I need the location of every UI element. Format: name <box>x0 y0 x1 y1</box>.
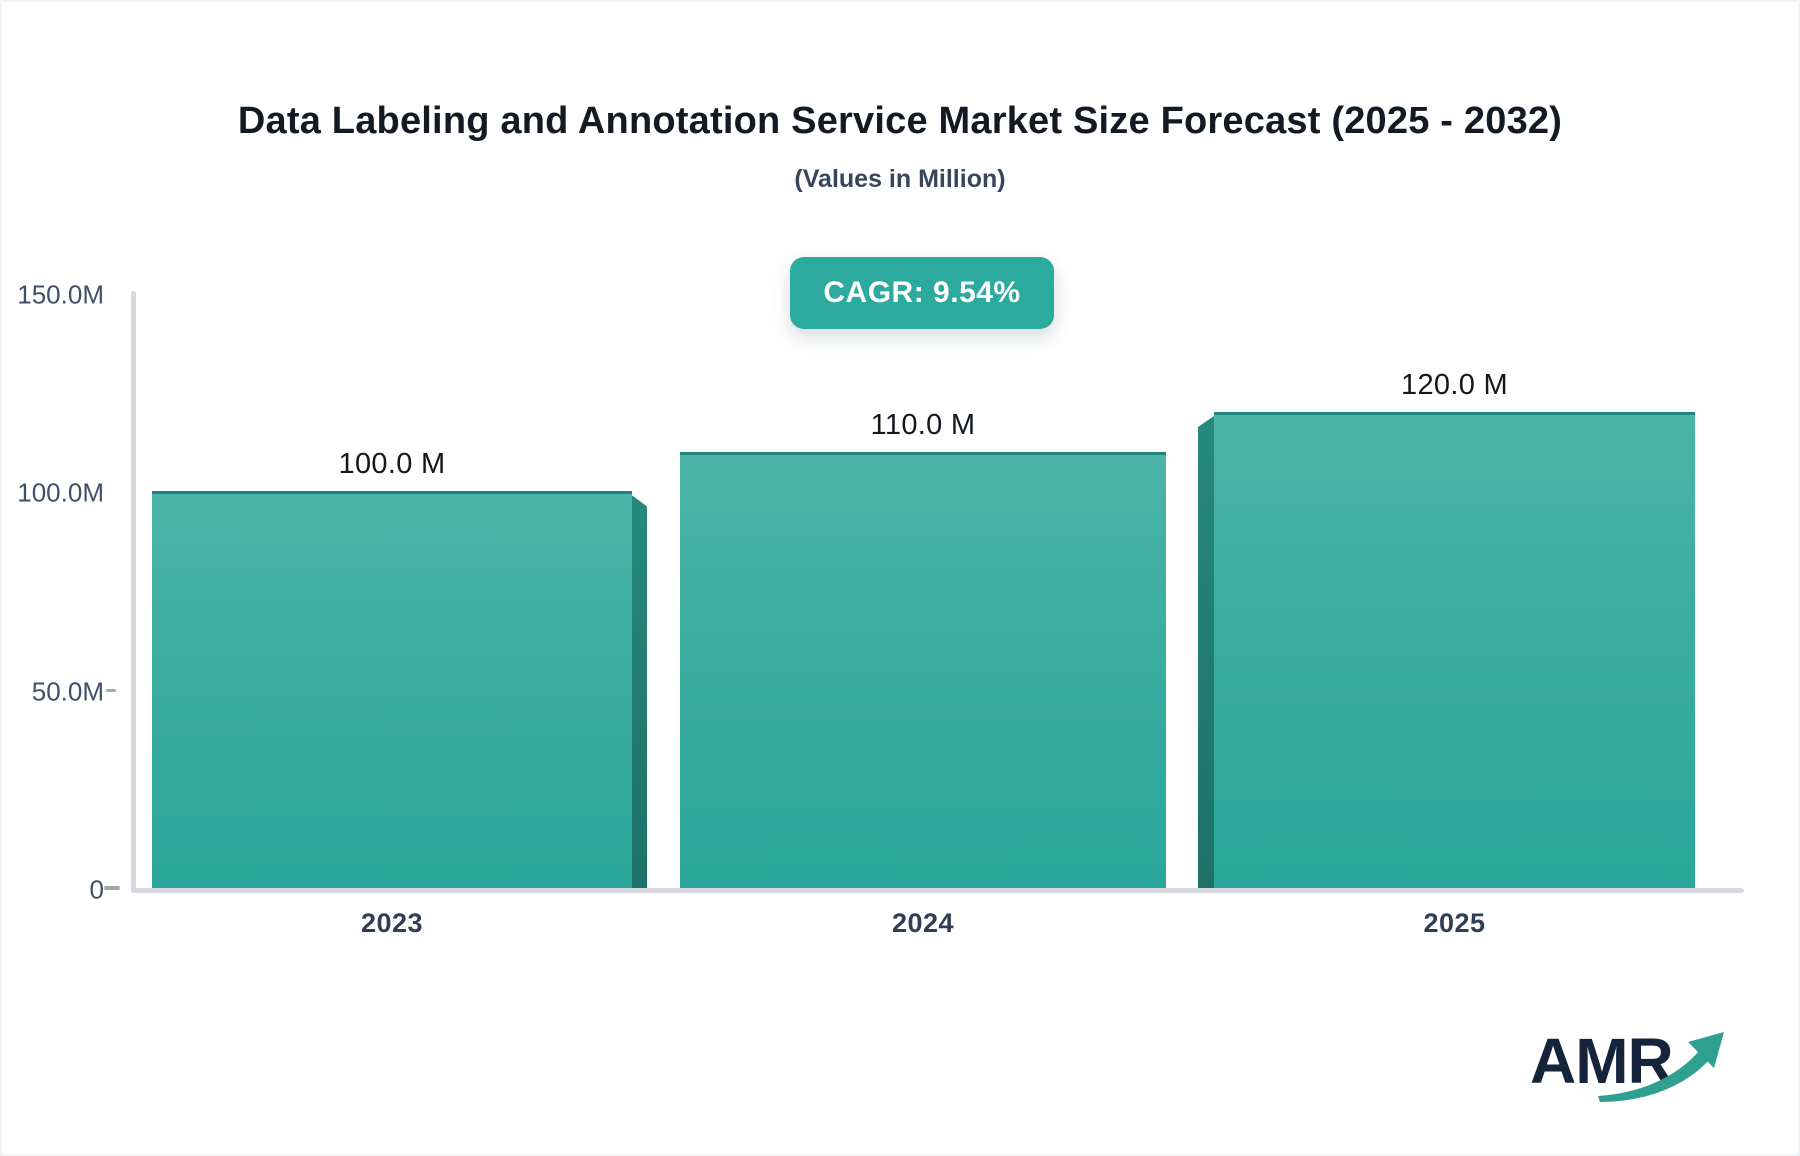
cagr-badge: CAGR: 9.54% <box>790 257 1054 329</box>
y-axis-line <box>131 291 136 892</box>
amr-logo: AMR <box>1530 1024 1750 1114</box>
x-axis-baseline <box>131 888 1744 893</box>
bar-2024 <box>680 451 1166 888</box>
y-axis-tick-label: 100.0M <box>17 477 104 508</box>
bar-2025 <box>1214 412 1695 888</box>
y-axis-tick-label: 0 <box>89 874 104 905</box>
cagr-badge-label: CAGR: 9.54% <box>823 276 1021 309</box>
x-axis-label: 2023 <box>360 908 424 938</box>
bar-value-label: 100.0 M <box>338 448 446 481</box>
x-axis-label: 2025 <box>1423 908 1486 938</box>
y-axis-tick-label: 150.0M <box>17 279 104 310</box>
chart-subtitle: (Values in Million) <box>794 165 1006 193</box>
bar-2023 <box>152 491 632 888</box>
x-axis-label: 2024 <box>891 908 955 938</box>
bar-value-label: 110.0 M <box>870 408 976 441</box>
bar-3d-side <box>1198 416 1214 888</box>
y-axis-tick-50m <box>106 689 116 692</box>
bar-3d-side <box>632 495 647 888</box>
growth-arrow-icon <box>1598 1032 1724 1102</box>
y-axis-tick-zero <box>104 886 120 890</box>
y-axis-tick-label: 50.0M <box>31 676 104 707</box>
chart-title: Data Labeling and Annotation Service Mar… <box>237 100 1563 142</box>
bar-value-label: 120.0 M <box>1401 369 1508 401</box>
